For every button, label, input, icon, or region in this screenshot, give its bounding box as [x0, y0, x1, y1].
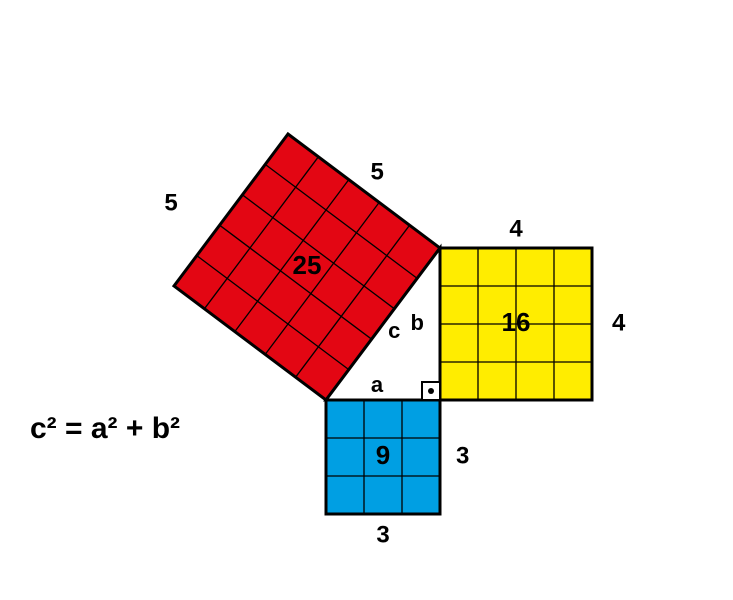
red-side-a: 5 [371, 159, 384, 186]
red-side-b: 5 [164, 189, 177, 216]
yellow-square: 16 [440, 248, 592, 400]
yellow-square-area: 16 [502, 307, 531, 337]
yellow-side-right: 4 [612, 309, 626, 336]
leg-b-label: b [411, 310, 424, 335]
blue-side-right: 3 [456, 442, 469, 469]
yellow-side-top: 4 [509, 215, 523, 242]
leg-c-label: c [388, 318, 400, 343]
red-square-area: 25 [293, 250, 322, 280]
blue-side-bottom: 3 [376, 521, 389, 548]
right-angle-dot [428, 388, 434, 394]
formula-text: c² = a² + b² [30, 412, 180, 445]
leg-a-label: a [371, 372, 384, 397]
blue-square: 9 [326, 400, 440, 514]
blue-square-area: 9 [376, 440, 390, 470]
